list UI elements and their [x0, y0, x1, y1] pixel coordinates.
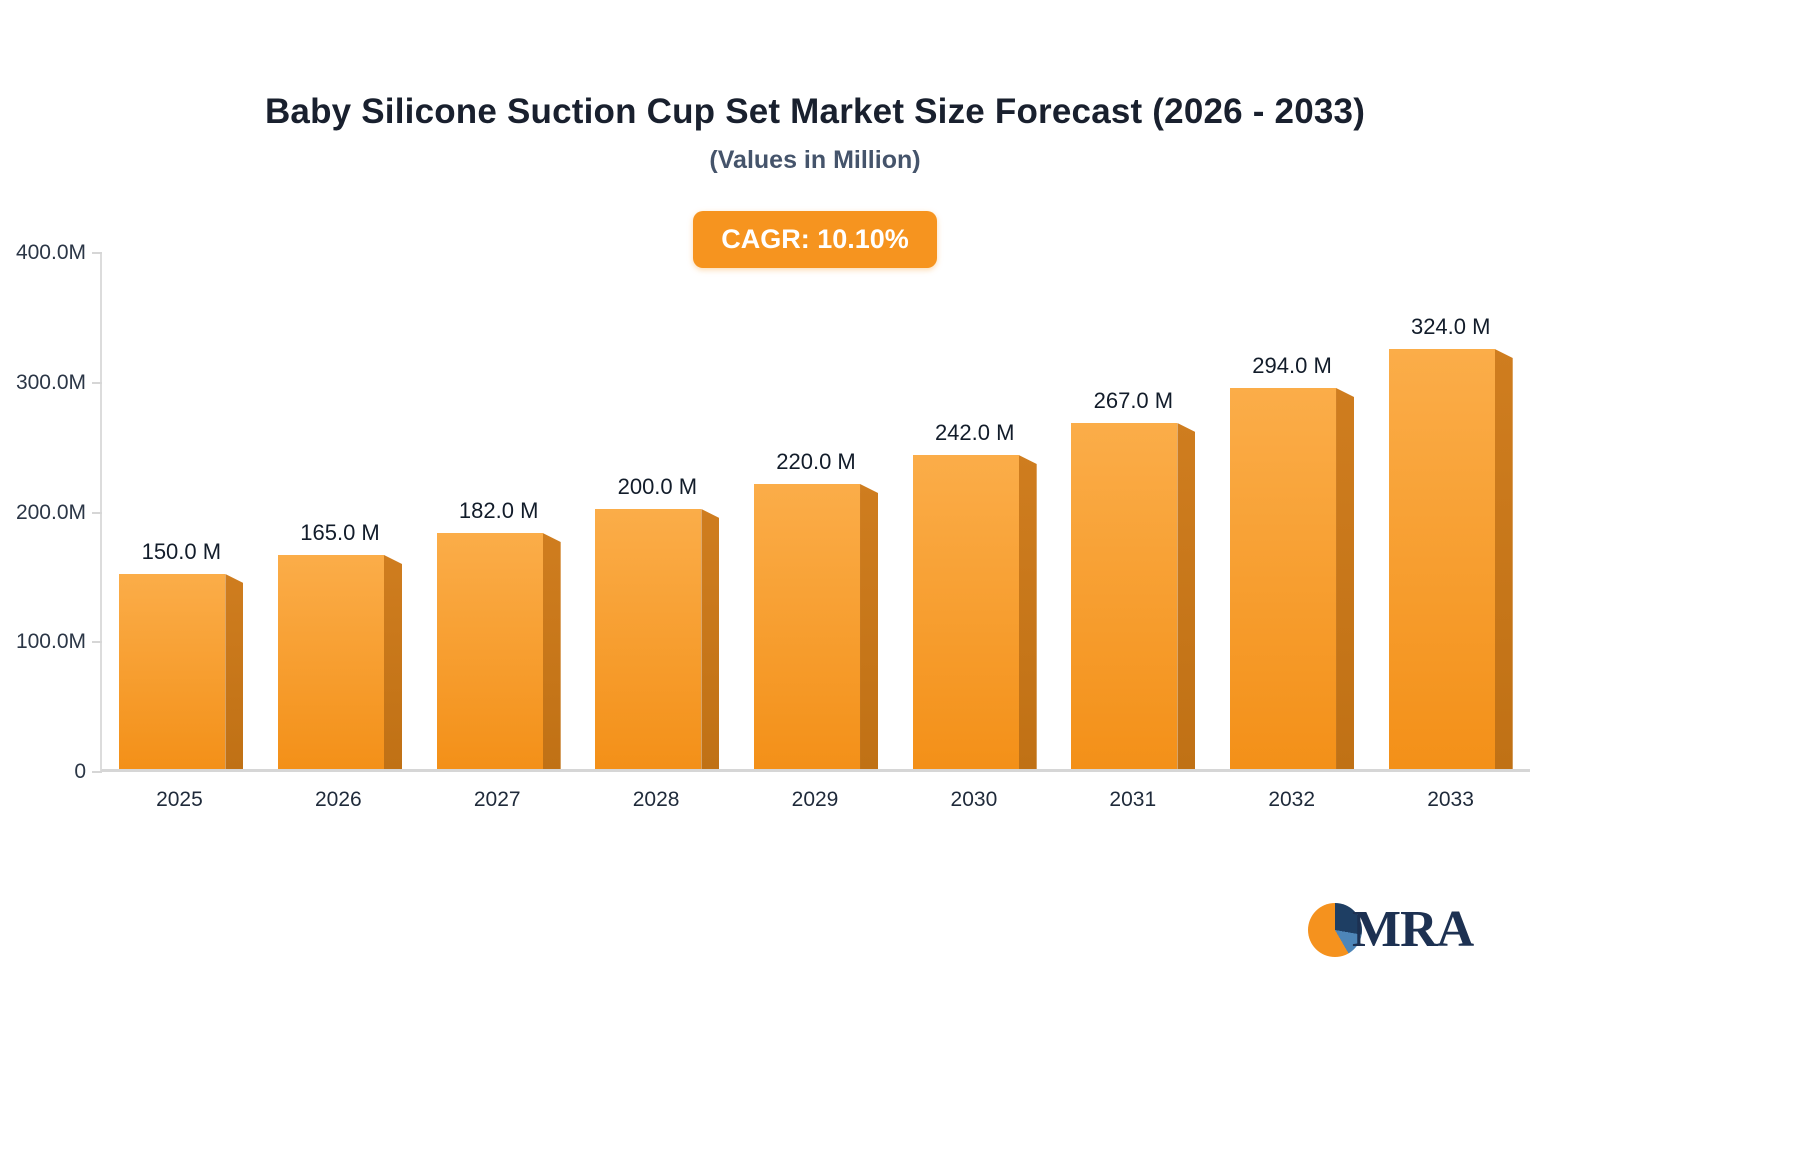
bars-row: 150.0 M 165.0 M 182.0 M 200.0 M 220.0 M 242.0…: [102, 253, 1530, 769]
y-axis-tick-label: 200.0M: [15, 500, 86, 524]
bar-front-face: [436, 533, 543, 769]
bar-group: 165.0 M: [261, 253, 420, 769]
y-axis-tick-mark: [92, 511, 102, 514]
bar-front-face: [1230, 388, 1337, 769]
x-axis-label: 2033: [1427, 788, 1474, 811]
y-axis-tick-mark: [92, 252, 102, 254]
bar-value-label: 242.0 M: [934, 420, 1015, 445]
y-axis-tick-mark: [92, 641, 102, 644]
x-axis-label: 2031: [1109, 788, 1157, 811]
chart-subtitle: (Values in Million): [709, 146, 921, 174]
x-axis-label: 2032: [1268, 788, 1316, 811]
y-axis-tick-label: 400.0M: [15, 241, 86, 264]
x-axis-label: 2029: [791, 788, 839, 811]
mra-pie-icon: [1308, 902, 1362, 957]
bar-group: 324.0 M: [1371, 253, 1530, 769]
bar-group: 242.0 M: [895, 253, 1054, 769]
bar-side-face: [384, 555, 402, 769]
bar-value-label: 294.0 M: [1252, 353, 1332, 378]
y-axis-tick-label: 100.0M: [15, 630, 86, 654]
bar-value-label: 267.0 M: [1093, 388, 1174, 413]
bar-side-face: [542, 533, 561, 769]
y-axis-tick-label: 0: [74, 760, 86, 783]
bar: [1388, 349, 1513, 769]
x-axis-label: 2025: [156, 788, 203, 811]
bar-group: 182.0 M: [419, 253, 578, 769]
bar-front-face: [754, 484, 861, 769]
x-axis-label: 2028: [632, 788, 680, 811]
bar-side-face: [701, 509, 720, 769]
x-axis-labels: 2025 2026 2027 2028 2029 2030 2031 2032 2033: [100, 788, 1530, 812]
bar-group: 220.0 M: [737, 253, 896, 769]
bar-side-face: [860, 484, 879, 769]
plot-area: 150.0 M 165.0 M 182.0 M 200.0 M 220.0 M 242.0…: [16, 241, 1530, 783]
bar-front-face: [119, 574, 226, 769]
mra-logo: MRA: [1308, 900, 1474, 959]
bar: [1230, 388, 1355, 769]
bar-value-label: 200.0 M: [617, 474, 698, 499]
bar-side-face: [225, 574, 244, 769]
bar-value-label: 182.0 M: [458, 498, 539, 523]
bar-front-face: [595, 509, 702, 769]
bar-value-label: 324.0 M: [1410, 314, 1491, 339]
bar: [912, 455, 1037, 769]
chart-header: Baby Silicone Suction Cup Set Market Siz…: [100, 92, 1530, 268]
bar-side-face: [1336, 388, 1355, 769]
cagr-badge: CAGR: 10.10%: [693, 211, 937, 268]
bar-group: 200.0 M: [578, 253, 737, 769]
y-axis-tick-mark: [92, 771, 102, 773]
bar: [754, 484, 879, 769]
bar-group: 150.0 M: [102, 253, 261, 769]
bar-front-face: [278, 555, 384, 769]
bar-side-face: [1494, 349, 1513, 769]
bar: [595, 509, 720, 769]
bar: [436, 533, 561, 769]
bar-front-face: [1388, 349, 1495, 769]
bar-value-label: 165.0 M: [300, 520, 380, 545]
bar-value-label: 220.0 M: [776, 449, 856, 474]
bar-group: 267.0 M: [1054, 253, 1213, 769]
x-axis-label: 2026: [314, 788, 362, 811]
bar-group: 294.0 M: [1213, 253, 1372, 769]
mra-logo-text: MRA: [1352, 901, 1474, 958]
bar: [119, 574, 244, 769]
bar-value-label: 150.0 M: [141, 539, 222, 564]
bar: [1071, 423, 1196, 769]
x-axis-label: 2030: [950, 788, 998, 811]
bar: [278, 555, 402, 769]
chart-title: Baby Silicone Suction Cup Set Market Siz…: [264, 92, 1366, 131]
y-axis-tick-mark: [92, 381, 102, 384]
y-axis-tick-label: 300.0M: [15, 370, 86, 394]
bar-side-face: [1018, 455, 1037, 769]
bar-side-face: [1177, 423, 1196, 769]
bar-front-face: [1071, 423, 1178, 769]
x-axis-label: 2027: [473, 788, 521, 811]
bar-front-face: [912, 455, 1019, 769]
